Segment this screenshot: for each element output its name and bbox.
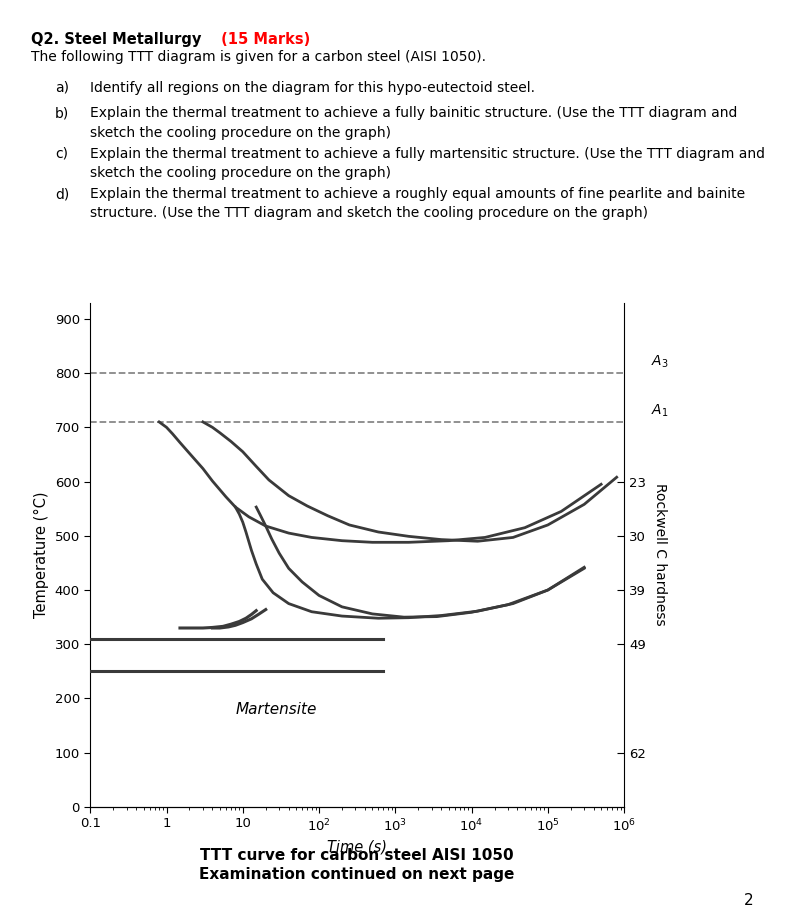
Text: Examination continued on next page: Examination continued on next page	[199, 867, 515, 881]
Text: $A_1$: $A_1$	[651, 403, 668, 419]
Text: Identify all regions on the diagram for this hypo-eutectoid steel.: Identify all regions on the diagram for …	[90, 81, 535, 94]
Y-axis label: Temperature (°C): Temperature (°C)	[34, 492, 49, 618]
Text: sketch the cooling procedure on the graph): sketch the cooling procedure on the grap…	[90, 126, 391, 139]
X-axis label: Time (s): Time (s)	[327, 840, 387, 855]
Y-axis label: Rockwell C hardness: Rockwell C hardness	[653, 483, 666, 626]
Text: Martensite: Martensite	[236, 702, 317, 717]
Text: Explain the thermal treatment to achieve a fully martensitic structure. (Use the: Explain the thermal treatment to achieve…	[90, 147, 765, 160]
Text: c): c)	[55, 147, 68, 160]
Text: TTT curve for carbon steel AISI 1050: TTT curve for carbon steel AISI 1050	[200, 848, 514, 863]
Text: 2: 2	[744, 893, 754, 908]
Text: Explain the thermal treatment to achieve a fully bainitic structure. (Use the TT: Explain the thermal treatment to achieve…	[90, 106, 738, 120]
Text: Explain the thermal treatment to achieve a roughly equal amounts of fine pearlit: Explain the thermal treatment to achieve…	[90, 187, 746, 201]
Text: The following TTT diagram is given for a carbon steel (AISI 1050).: The following TTT diagram is given for a…	[31, 50, 487, 64]
Text: Q2. Steel Metallurgy: Q2. Steel Metallurgy	[31, 32, 202, 47]
Text: b): b)	[55, 106, 69, 120]
Text: $A_3$: $A_3$	[651, 354, 668, 370]
Text: sketch the cooling procedure on the graph): sketch the cooling procedure on the grap…	[90, 166, 391, 180]
Text: d): d)	[55, 187, 69, 201]
Text: a): a)	[55, 81, 69, 94]
Text: (15 Marks): (15 Marks)	[216, 32, 310, 47]
Text: structure. (Use the TTT diagram and sketch the cooling procedure on the graph): structure. (Use the TTT diagram and sket…	[90, 206, 648, 220]
